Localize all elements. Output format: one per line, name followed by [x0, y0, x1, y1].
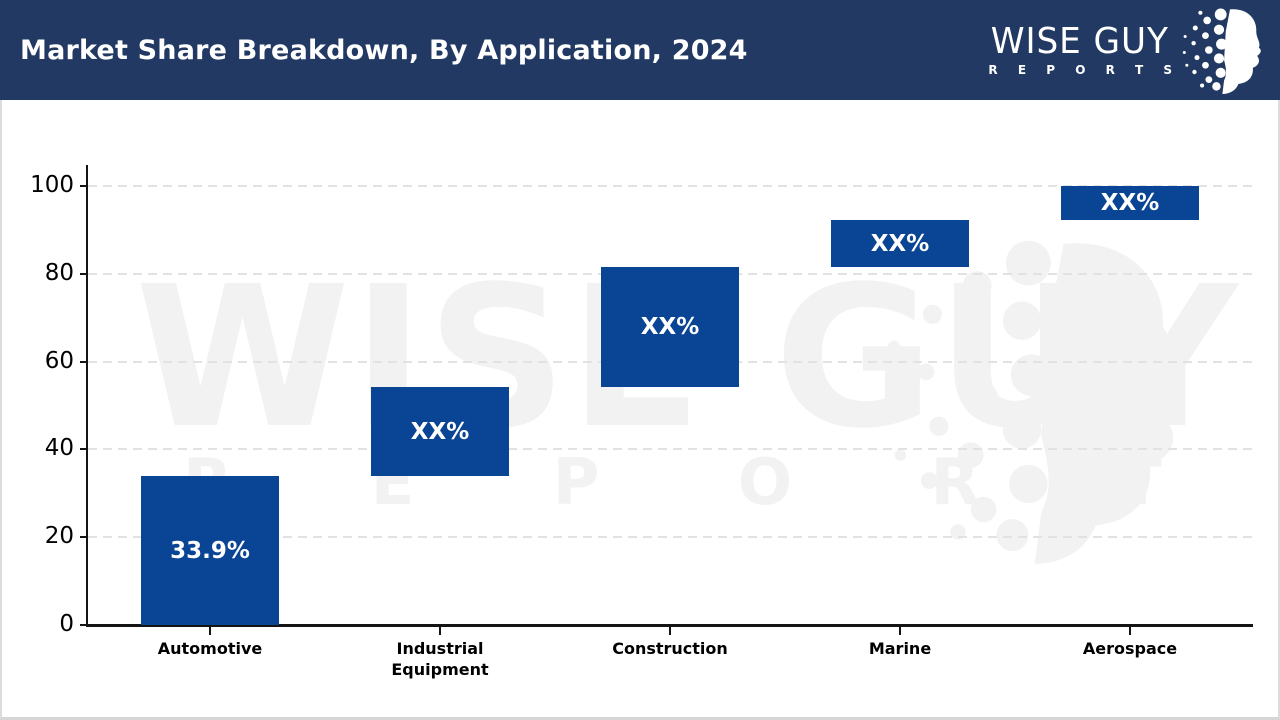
x-axis-label: Industrial Equipment	[391, 639, 489, 679]
y-axis-tick	[80, 272, 88, 275]
y-tick-label: 0	[59, 611, 74, 637]
x-axis-label: Construction	[612, 639, 728, 658]
x-axis-tick	[899, 627, 901, 635]
gridline	[88, 448, 1253, 451]
wiseguy-logo: WISE GUY R E P O R T S	[980, 6, 1262, 94]
bar: XX%	[1061, 186, 1199, 221]
header-bar: Market Share Breakdown, By Application, …	[0, 0, 1280, 100]
y-tick-label: 20	[44, 523, 74, 550]
logo-text: WISE GUY R E P O R T S	[980, 21, 1180, 78]
y-axis-tick	[80, 185, 88, 187]
gridline	[88, 185, 1253, 187]
x-axis-line	[86, 624, 1253, 627]
y-axis-tick	[80, 448, 88, 451]
gridline	[88, 536, 1253, 539]
y-axis-tick	[80, 536, 88, 539]
y-tick-label: 100	[30, 172, 74, 198]
y-axis-tick	[80, 360, 88, 363]
bar-value-label: 33.9%	[170, 537, 250, 564]
bar-value-label: XX%	[1100, 190, 1160, 217]
bar: 33.9%	[141, 476, 279, 625]
bar: XX%	[601, 267, 739, 388]
logo-subtitle: R E P O R T S	[988, 63, 1180, 77]
x-axis-label: Marine	[868, 639, 932, 658]
x-axis-label: Automotive	[157, 639, 263, 658]
watermark-head-icon	[885, 240, 1180, 564]
logo-wordmark: WISE GUY	[991, 21, 1170, 62]
logo-head-icon	[1182, 8, 1261, 94]
bar-value-label: XX%	[640, 314, 700, 341]
y-axis-line	[86, 165, 88, 626]
bar: XX%	[831, 220, 969, 268]
bar: XX%	[371, 387, 509, 477]
y-tick-label: 80	[44, 259, 74, 286]
y-axis-tick	[80, 624, 88, 626]
page-title: Market Share Breakdown, By Application, …	[20, 34, 748, 66]
bar-value-label: XX%	[870, 230, 930, 257]
x-axis-tick	[1129, 627, 1131, 635]
x-axis-tick	[209, 627, 211, 635]
x-axis-tick	[669, 627, 671, 635]
x-axis-label: Aerospace	[1082, 639, 1178, 658]
bar-value-label: XX%	[410, 418, 470, 445]
y-tick-label: 60	[44, 347, 74, 374]
x-axis-tick	[439, 627, 441, 635]
y-tick-label: 40	[44, 435, 74, 462]
